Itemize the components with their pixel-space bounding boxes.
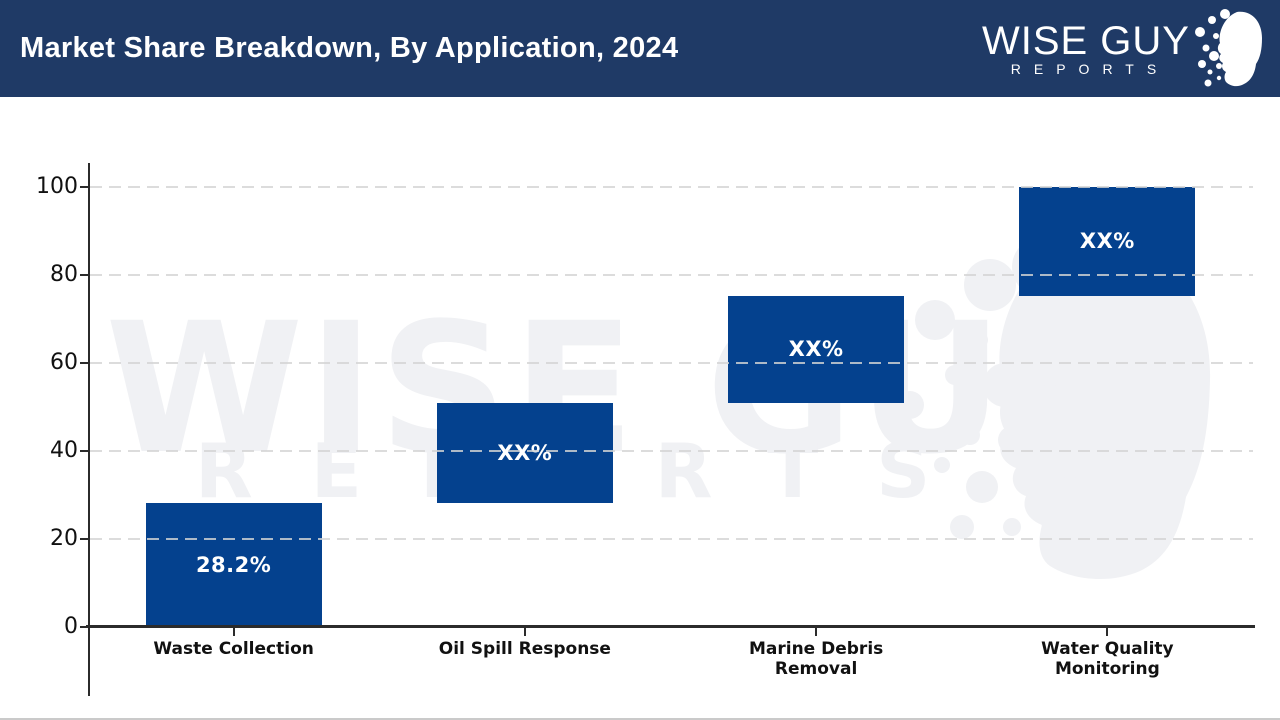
x-category-label: Marine Debris Removal: [748, 639, 884, 679]
y-tick-mark: [80, 362, 88, 364]
bar-segment: XX%: [1019, 187, 1196, 296]
bar-value-label: XX%: [1079, 229, 1135, 254]
bottom-border: [0, 718, 1280, 720]
y-tick-mark: [80, 274, 88, 276]
x-tick-mark: [232, 628, 235, 636]
y-axis-spine: [88, 163, 90, 696]
x-tick-mark: [523, 628, 526, 636]
x-tick-mark: [815, 628, 818, 636]
y-tick-label: 0: [64, 614, 78, 639]
bar-value-label: XX%: [788, 337, 844, 362]
header-banner: Market Share Breakdown, By Application, …: [0, 0, 1280, 97]
x-category-label: Oil Spill Response: [438, 639, 611, 659]
x-tick-mark: [1106, 628, 1109, 636]
y-tick-mark: [80, 538, 88, 540]
bar-segment: 28.2%: [145, 502, 322, 627]
gridline-y-80: [90, 274, 1253, 276]
gridline-y-40: [90, 450, 1253, 452]
x-axis-spine: [86, 625, 1255, 628]
x-category-label: Waste Collection: [153, 639, 314, 659]
gridline-y-60: [90, 362, 1253, 364]
y-tick-mark: [80, 186, 88, 188]
brand-logo-text: WISE GUY REPORTS: [982, 21, 1190, 77]
y-tick-label: 100: [36, 174, 78, 199]
y-tick-label: 80: [50, 262, 78, 287]
x-category-label: Water Quality Monitoring: [1041, 639, 1174, 679]
brand-subtitle: REPORTS: [1010, 60, 1170, 77]
chart-canvas: WISE GUY REPORTS 02040608010028.2%Waste …: [0, 97, 1280, 718]
y-tick-label: 40: [50, 438, 78, 463]
gridline-y-100: [90, 186, 1253, 188]
y-tick-label: 20: [50, 526, 78, 551]
bar-value-label: 28.2%: [195, 552, 272, 577]
bar-value-label: XX%: [497, 440, 553, 465]
face-profile-icon: [1195, 8, 1262, 86]
y-tick-mark: [80, 450, 88, 452]
brand-logo: WISE GUY REPORTS: [982, 0, 1266, 97]
chart-title: Market Share Breakdown, By Application, …: [20, 32, 679, 64]
brand-name: WISE GUY: [981, 18, 1190, 63]
y-tick-label: 60: [50, 350, 78, 375]
gridline-y-20: [90, 538, 1253, 540]
bar-segment: XX%: [728, 295, 905, 403]
y-tick-mark: [80, 626, 88, 628]
bar-segment: XX%: [436, 402, 613, 503]
